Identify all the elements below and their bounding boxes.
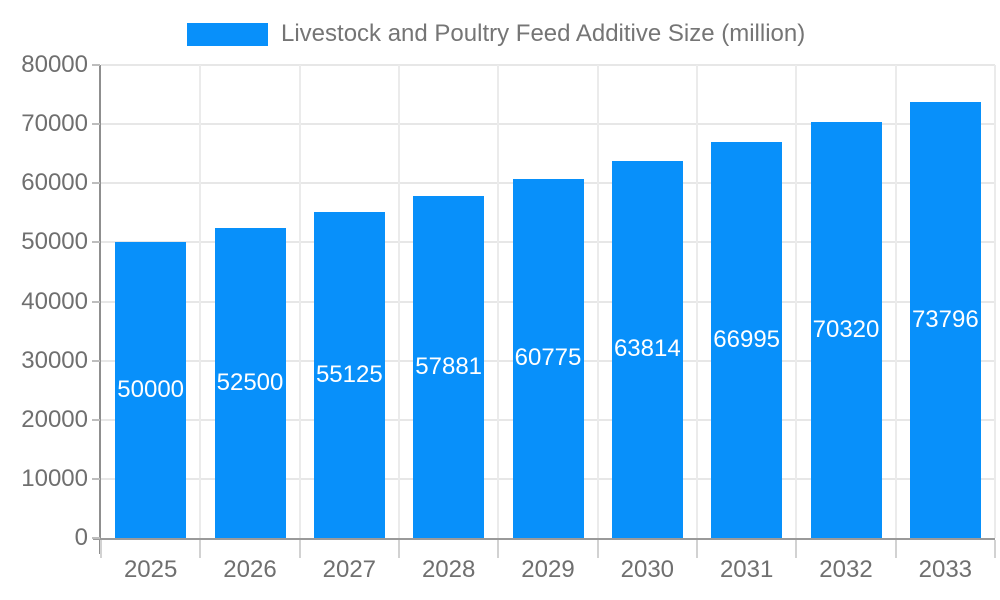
y-axis-label: 50000	[21, 228, 88, 256]
bar-2026[interactable]	[214, 227, 286, 538]
bar-2030[interactable]	[611, 160, 683, 538]
v-gridline	[696, 65, 698, 538]
y-axis-line	[99, 65, 101, 554]
bar-value-label: 52500	[216, 368, 284, 396]
x-axis-label: 2028	[421, 556, 476, 583]
x-axis-tick	[894, 540, 897, 558]
x-axis-line	[93, 538, 995, 540]
x-axis-label: 2032	[819, 556, 873, 583]
bar-value-label: 63814	[613, 335, 681, 363]
bar-value-label: 60775	[514, 344, 582, 372]
x-axis-label: 2025	[123, 556, 178, 583]
chart-legend[interactable]: Livestock and Poultry Feed Additive Size…	[187, 20, 805, 48]
bar-value-label: 55125	[315, 361, 383, 389]
x-axis-label: 2031	[719, 556, 774, 583]
y-axis-tick	[92, 359, 100, 362]
x-axis-tick	[994, 540, 996, 558]
v-gridline	[994, 65, 996, 538]
v-gridline	[199, 65, 202, 538]
x-axis-label: 2033	[918, 556, 973, 583]
bar-2029[interactable]	[512, 178, 584, 538]
x-axis-tick	[298, 540, 301, 558]
x-axis-tick	[100, 540, 102, 558]
y-axis-label: 30000	[21, 346, 88, 374]
y-axis-label: 80000	[21, 51, 88, 78]
bar-2028[interactable]	[413, 195, 485, 538]
x-axis-tick	[696, 540, 698, 558]
x-axis-tick	[596, 540, 599, 558]
legend-swatch-icon	[187, 22, 268, 46]
y-axis-tick	[92, 182, 100, 185]
y-axis-label: 40000	[21, 287, 88, 315]
v-gridline	[596, 65, 599, 538]
y-axis-label: 60000	[21, 169, 88, 197]
x-axis-label: 2027	[322, 556, 377, 583]
y-axis-tick	[92, 418, 100, 421]
h-gridline	[101, 64, 995, 66]
y-axis-tick	[92, 477, 100, 480]
v-gridline	[497, 65, 500, 538]
v-gridline	[894, 65, 897, 538]
y-axis-label: 70000	[21, 110, 88, 138]
v-gridline	[298, 65, 301, 538]
y-axis-tick	[92, 537, 100, 539]
bar-value-label: 73796	[911, 305, 979, 333]
plot-area: 50000 52500 55125 57881 60775 63814 66995 70320…	[101, 64, 996, 538]
bar-2031[interactable]	[711, 141, 783, 538]
x-axis-tick	[795, 540, 798, 558]
bar-2027[interactable]	[313, 212, 385, 538]
bar-value-label: 57881	[415, 352, 483, 380]
x-axis-label: 2029	[521, 556, 575, 583]
bar-2032[interactable]	[810, 122, 882, 538]
y-axis-tick	[92, 241, 100, 244]
y-axis-tick	[92, 64, 100, 66]
y-axis-label: 0	[74, 524, 88, 551]
bar-value-label: 70320	[812, 316, 880, 344]
y-axis-tick	[92, 300, 100, 303]
x-axis-label: 2030	[620, 556, 675, 583]
bar-2025[interactable]	[115, 242, 187, 538]
x-axis-tick	[497, 540, 500, 558]
x-axis-tick	[199, 540, 202, 558]
bar-2033[interactable]	[909, 101, 981, 538]
x-axis-label: 2026	[223, 556, 277, 583]
v-gridline	[795, 65, 798, 538]
h-gridline	[101, 123, 995, 126]
v-gridline	[398, 65, 400, 538]
y-axis-label: 10000	[21, 464, 88, 492]
legend-label: Livestock and Poultry Feed Additive Size…	[281, 20, 806, 47]
x-axis-tick	[398, 540, 400, 558]
bar-value-label: 50000	[117, 376, 185, 404]
y-axis-tick	[92, 123, 100, 126]
y-axis-label: 20000	[21, 405, 88, 433]
bar-value-label: 66995	[713, 325, 781, 353]
